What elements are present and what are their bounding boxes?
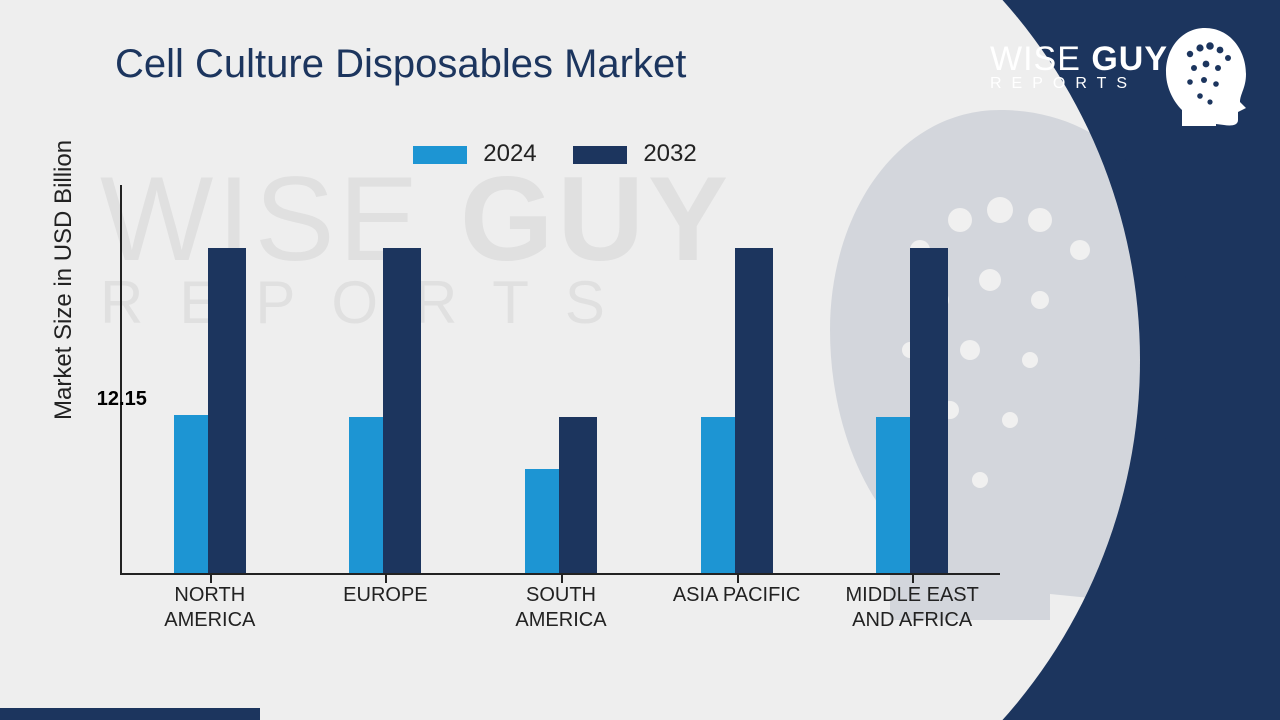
bar-2024	[876, 417, 914, 573]
bar-group: EUROPE	[310, 185, 460, 573]
bar-group: MIDDLE EAST AND AFRICA	[837, 185, 987, 573]
bottom-accent-stripe	[0, 708, 260, 720]
bar-2032	[208, 248, 246, 573]
bar-2032	[559, 417, 597, 573]
y-axis-label: Market Size in USD Billion	[50, 140, 78, 420]
bar-2024	[525, 469, 563, 573]
bar-groups: 12.15NORTH AMERICAEUROPESOUTH AMERICAASI…	[122, 185, 1000, 573]
bar-value-label: 12.15	[97, 388, 147, 411]
x-axis-label: NORTH AMERICA	[135, 583, 285, 633]
legend-label-2024: 2024	[483, 140, 536, 167]
brand-logo: WISE GUY REPORTS	[990, 26, 1250, 116]
x-tick	[561, 573, 563, 583]
bar-group: ASIA PACIFIC	[662, 185, 812, 573]
legend-label-2032: 2032	[643, 140, 696, 167]
x-tick	[912, 573, 914, 583]
chart-legend: 2024 2032	[60, 140, 1020, 168]
chart-title: Cell Culture Disposables Market	[115, 42, 686, 87]
bar-2024	[349, 417, 387, 573]
x-tick	[210, 573, 212, 583]
bar-group: 12.15NORTH AMERICA	[135, 185, 285, 573]
bar-2024	[701, 417, 739, 573]
legend-swatch-2032	[573, 146, 627, 164]
bar-group: SOUTH AMERICA	[486, 185, 636, 573]
logo-head-icon	[1160, 26, 1250, 126]
x-tick	[385, 573, 387, 583]
bar-2024	[174, 415, 212, 573]
plot-area: 12.15NORTH AMERICAEUROPESOUTH AMERICAASI…	[120, 185, 1000, 575]
bar-2032	[383, 248, 421, 573]
page: WISE GUY REPORTS Cell Culture Disposable…	[0, 0, 1280, 720]
x-axis-label: MIDDLE EAST AND AFRICA	[837, 583, 987, 633]
x-axis-label: ASIA PACIFIC	[662, 583, 812, 608]
bar-2032	[735, 248, 773, 573]
bar-2032	[910, 248, 948, 573]
bar-chart: Market Size in USD Billion 2024 2032 12.…	[60, 150, 1020, 690]
x-axis-label: EUROPE	[310, 583, 460, 608]
legend-swatch-2024	[413, 146, 467, 164]
x-tick	[737, 573, 739, 583]
x-axis-label: SOUTH AMERICA	[486, 583, 636, 633]
